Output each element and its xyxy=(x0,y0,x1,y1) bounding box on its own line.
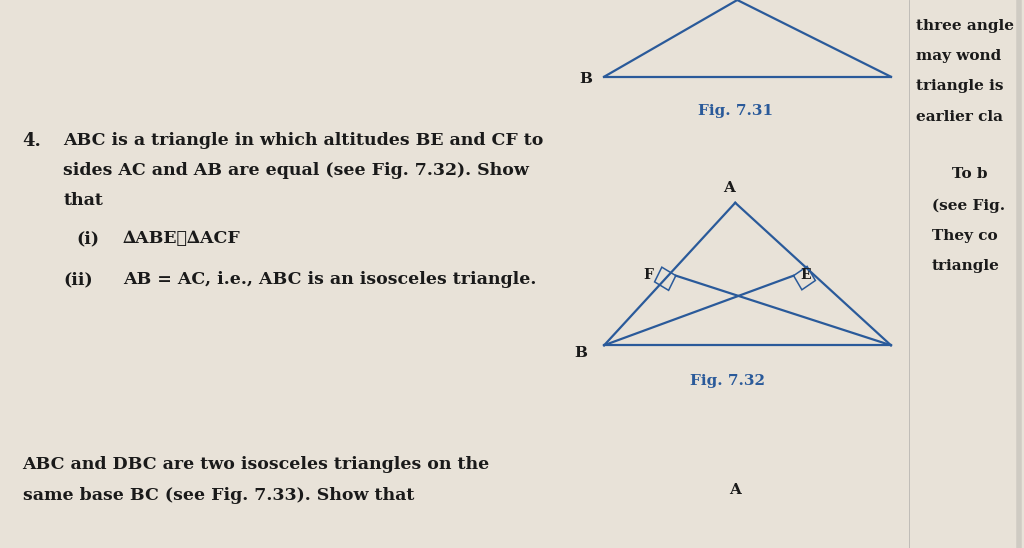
Text: (see Fig.: (see Fig. xyxy=(932,198,1005,213)
Text: To b: To b xyxy=(952,167,988,181)
Text: triangle: triangle xyxy=(932,259,999,273)
Text: (ii): (ii) xyxy=(63,271,93,288)
Text: B: B xyxy=(579,72,592,87)
Text: earlier cla: earlier cla xyxy=(916,110,1004,124)
Text: sides AC and AB are equal (see Fig. 7.32). Show: sides AC and AB are equal (see Fig. 7.32… xyxy=(63,162,529,179)
Text: triangle is: triangle is xyxy=(916,79,1004,94)
Text: Fig. 7.32: Fig. 7.32 xyxy=(689,374,765,388)
Text: Fig. 7.31: Fig. 7.31 xyxy=(697,104,773,118)
Text: (i): (i) xyxy=(77,230,99,247)
Text: same base BC (see Fig. 7.33). Show that: same base BC (see Fig. 7.33). Show that xyxy=(23,487,414,504)
Text: that: that xyxy=(63,192,103,209)
Text: B: B xyxy=(574,346,588,361)
Text: F: F xyxy=(643,268,653,282)
Text: ABC and DBC are two isosceles triangles on the: ABC and DBC are two isosceles triangles … xyxy=(23,456,489,473)
Text: E: E xyxy=(801,268,811,282)
Text: ∆ABE≅∆ACF: ∆ABE≅∆ACF xyxy=(123,230,241,247)
Text: A: A xyxy=(729,483,741,498)
Text: ABC is a triangle in which altitudes BE and CF to: ABC is a triangle in which altitudes BE … xyxy=(63,132,544,149)
Text: A: A xyxy=(723,180,735,195)
Text: AB = AC, i.e., ABC is an isosceles triangle.: AB = AC, i.e., ABC is an isosceles trian… xyxy=(123,271,537,288)
Text: They co: They co xyxy=(932,229,997,243)
Text: may wond: may wond xyxy=(916,49,1001,64)
Text: 4.: 4. xyxy=(23,132,41,150)
Text: three angle: three angle xyxy=(916,19,1015,33)
